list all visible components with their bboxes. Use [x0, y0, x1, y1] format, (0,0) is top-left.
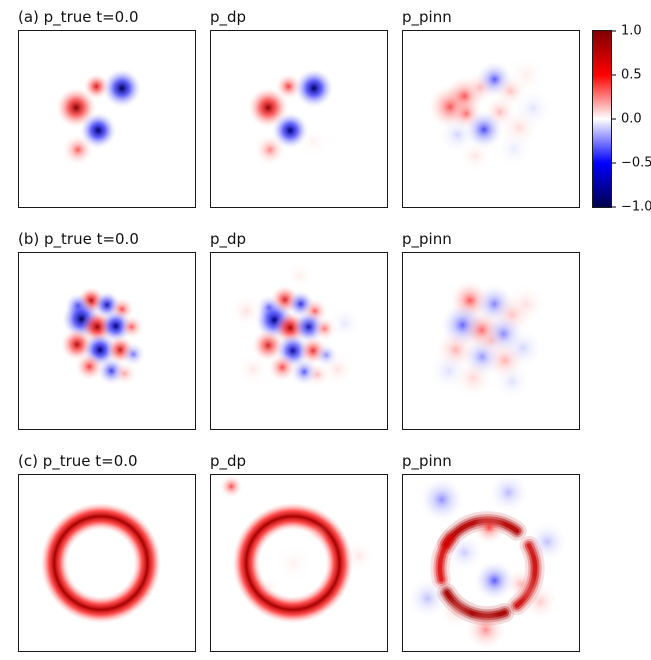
- tick-mark: [612, 118, 616, 120]
- tick-mark: [612, 162, 616, 164]
- panel-title-c-p-true: (c) p_true t=0.0: [18, 452, 138, 470]
- panel-b-p-pinn: p_pinn: [402, 230, 580, 430]
- panel-a-p-dp: p_dp: [210, 8, 388, 208]
- colorbar: 1.0 0.5 0.0 −0.5 −1.0: [592, 24, 651, 215]
- heatmap-canvas-b-p-true: [19, 253, 195, 429]
- colorbar-tick-label: 1.0: [621, 23, 642, 39]
- heatmap-canvas-c-p-dp: [211, 475, 387, 651]
- heatmap-canvas-a-p-dp: [211, 31, 387, 207]
- heatmap-canvas-b-p-dp: [211, 253, 387, 429]
- colorbar-tick-label: −0.5: [621, 155, 651, 171]
- panel-title-b-p-true: (b) p_true t=0.0: [18, 230, 139, 248]
- panel-title-c-p-pinn: p_pinn: [402, 452, 452, 470]
- panel-title-a-p-pinn: p_pinn: [402, 8, 452, 26]
- panel-title-b-p-dp: p_dp: [210, 230, 247, 248]
- panel-title-a-p-dp: p_dp: [210, 8, 247, 26]
- tick-mark: [612, 206, 616, 208]
- colorbar-tick-label: 0.0: [621, 111, 642, 127]
- tick-mark: [612, 74, 616, 76]
- colorbar-tick-label: 0.5: [621, 67, 642, 83]
- panel-c-p-pinn: p_pinn: [402, 452, 580, 652]
- heatmap-canvas-a-p-true: [19, 31, 195, 207]
- colorbar-tick-3: 0.0: [612, 112, 642, 127]
- colorbar-tick-4: −0.5: [612, 156, 651, 171]
- panel-c-p-true: (c) p_true t=0.0: [18, 452, 196, 652]
- panel-title-a-p-true: (a) p_true t=0.0: [18, 8, 139, 26]
- panel-title-b-p-pinn: p_pinn: [402, 230, 452, 248]
- colorbar-tick-1: 1.0: [612, 24, 642, 39]
- colorbar-gradient: [592, 30, 612, 208]
- heatmap-canvas-b-p-pinn: [403, 253, 579, 429]
- colorbar-tick-2: 0.5: [612, 68, 642, 83]
- panel-a-p-true: (a) p_true t=0.0: [18, 8, 196, 208]
- panel-b-p-dp: p_dp: [210, 230, 388, 430]
- heatmap-canvas-a-p-pinn: [403, 31, 579, 207]
- tick-mark: [612, 30, 616, 32]
- panel-c-p-dp: p_dp: [210, 452, 388, 652]
- panel-a-p-pinn: p_pinn: [402, 8, 580, 208]
- colorbar-tick-5: −1.0: [612, 200, 651, 215]
- colorbar-tick-label: −1.0: [621, 199, 651, 215]
- heatmap-canvas-c-p-true: [19, 475, 195, 651]
- panel-title-c-p-dp: p_dp: [210, 452, 247, 470]
- heatmap-canvas-c-p-pinn: [403, 475, 579, 651]
- panel-b-p-true: (b) p_true t=0.0: [18, 230, 196, 430]
